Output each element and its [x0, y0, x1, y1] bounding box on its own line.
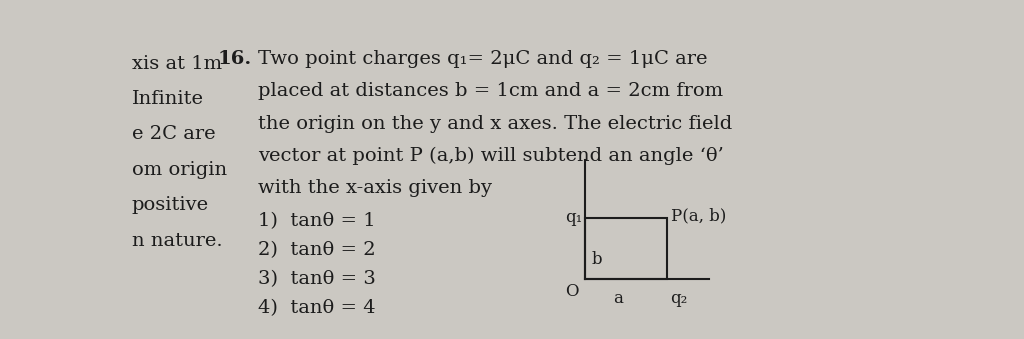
Text: with the x-axis given by: with the x-axis given by [258, 179, 493, 197]
Text: 3)  tanθ = 3: 3) tanθ = 3 [258, 270, 376, 288]
Text: om origin: om origin [132, 161, 227, 179]
Text: q₂: q₂ [670, 290, 687, 307]
Text: O: O [565, 283, 579, 300]
Text: a: a [612, 290, 623, 307]
Text: 16.: 16. [217, 50, 251, 68]
Text: e 2C are: e 2C are [132, 125, 215, 143]
Text: vector at point P (a,b) will subtend an angle ‘θ’: vector at point P (a,b) will subtend an … [258, 147, 724, 165]
Text: 2)  tanθ = 2: 2) tanθ = 2 [258, 241, 376, 259]
Text: Two point charges q₁= 2μC and q₂ = 1μC are: Two point charges q₁= 2μC and q₂ = 1μC a… [258, 50, 708, 68]
Text: positive: positive [132, 196, 209, 214]
Text: n nature.: n nature. [132, 232, 222, 250]
Text: Infinite: Infinite [132, 90, 204, 108]
Text: b: b [592, 251, 602, 268]
Text: q₁: q₁ [565, 209, 583, 226]
Text: placed at distances b = 1cm and a = 2cm from: placed at distances b = 1cm and a = 2cm … [258, 82, 723, 100]
Text: 1)  tanθ = 1: 1) tanθ = 1 [258, 212, 376, 230]
Text: P(a, b): P(a, b) [672, 208, 727, 225]
Bar [586, 218, 667, 279]
Text: xis at 1m: xis at 1m [132, 55, 222, 73]
Text: the origin on the y and x axes. The electric field: the origin on the y and x axes. The elec… [258, 115, 732, 133]
Text: 4)  tanθ = 4: 4) tanθ = 4 [258, 299, 376, 317]
